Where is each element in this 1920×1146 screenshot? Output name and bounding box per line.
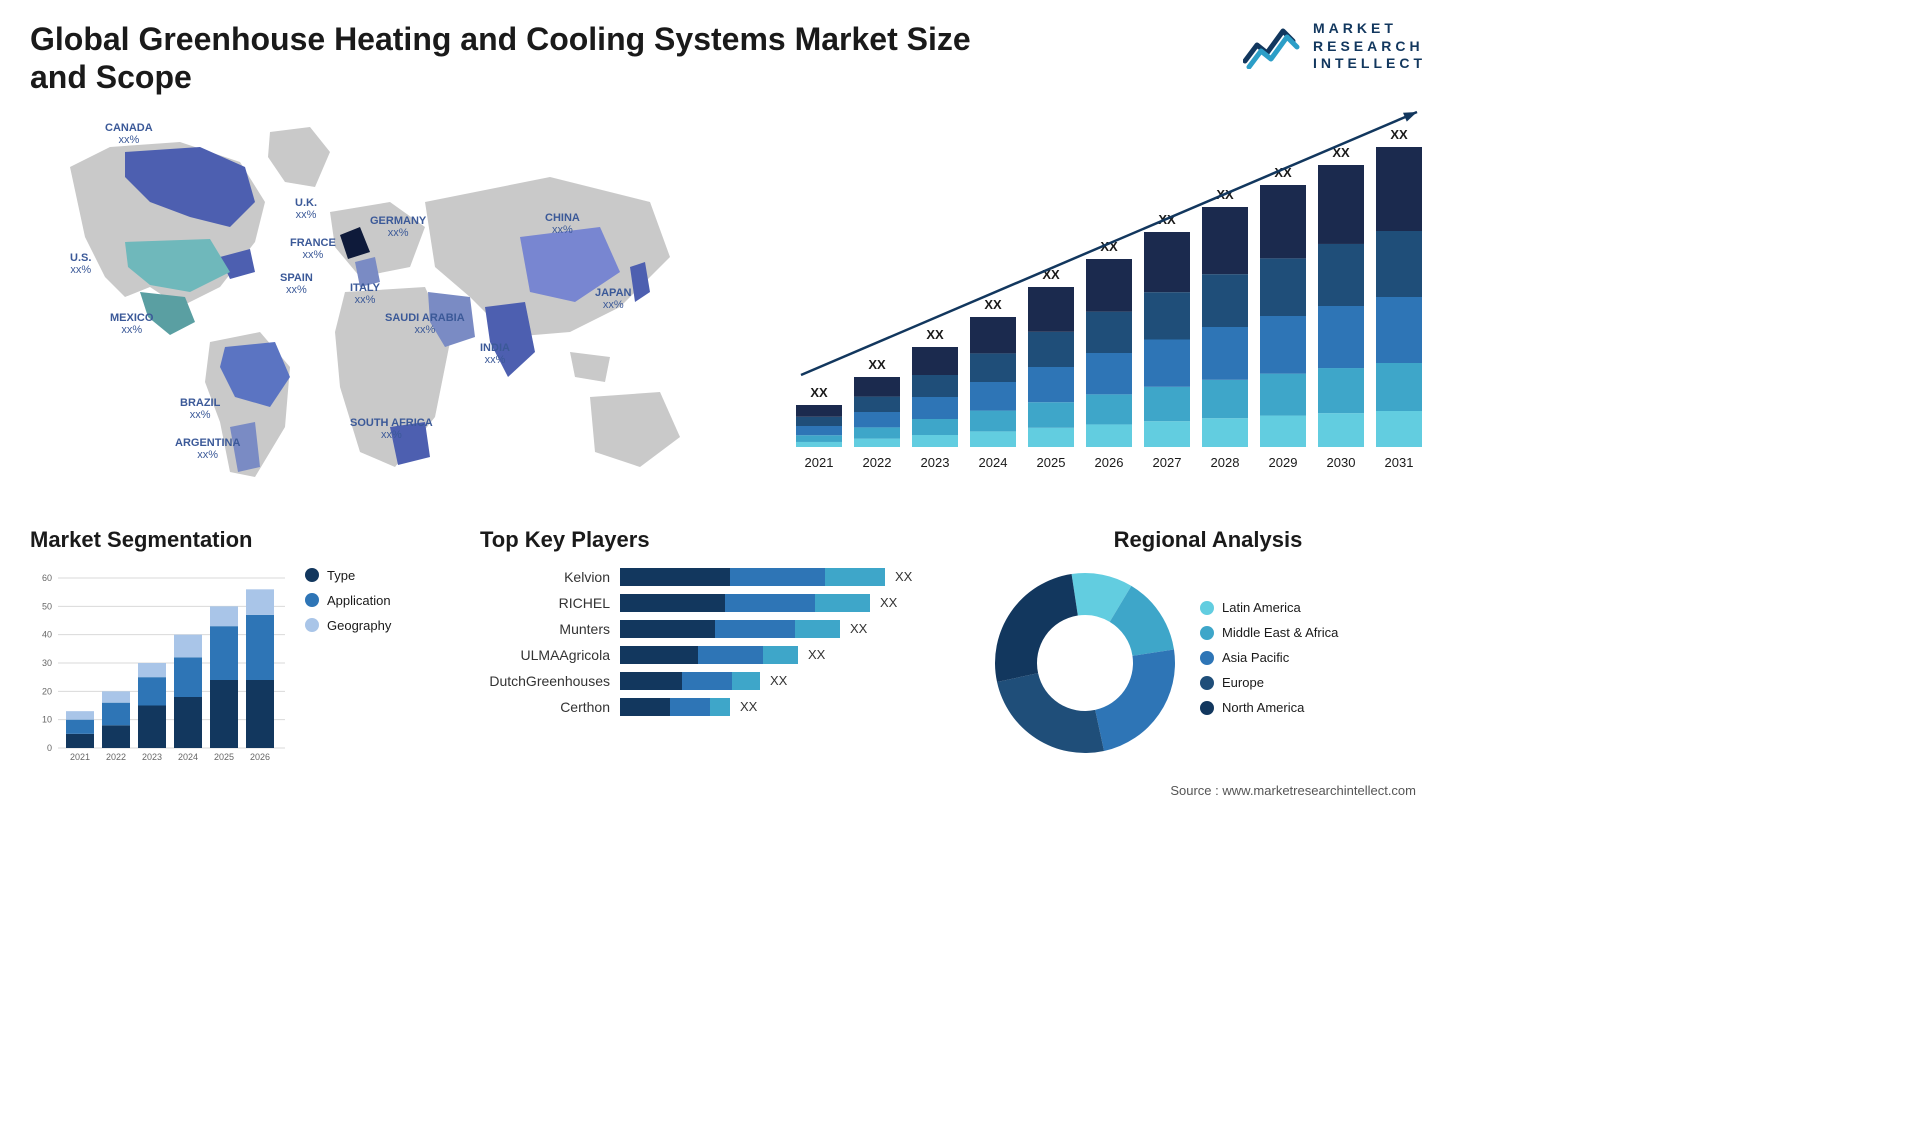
logo-mark-icon <box>1243 23 1303 69</box>
source-text: Source : www.marketresearchintellect.com <box>30 783 1426 798</box>
country-label: SPAINxx% <box>280 272 313 296</box>
svg-text:2030: 2030 <box>1327 455 1356 470</box>
svg-text:2026: 2026 <box>250 752 270 762</box>
svg-text:XX: XX <box>810 385 828 400</box>
country-label: FRANCExx% <box>290 237 336 261</box>
legend-item: Middle East & Africa <box>1200 625 1338 640</box>
logo-text-2: RESEARCH <box>1313 38 1426 56</box>
country-label: CANADAxx% <box>105 122 153 146</box>
country-label: U.S.xx% <box>70 252 91 276</box>
regional-title: Regional Analysis <box>990 527 1426 553</box>
svg-text:2021: 2021 <box>805 455 834 470</box>
svg-text:50: 50 <box>42 601 52 611</box>
svg-text:60: 60 <box>42 573 52 583</box>
country-label: U.K.xx% <box>295 197 317 221</box>
svg-text:2022: 2022 <box>106 752 126 762</box>
player-row: RICHELXX <box>480 594 960 612</box>
legend-item: Europe <box>1200 675 1338 690</box>
svg-text:2026: 2026 <box>1095 455 1124 470</box>
country-label: JAPANxx% <box>595 287 631 311</box>
svg-text:30: 30 <box>42 658 52 668</box>
svg-text:2027: 2027 <box>1153 455 1182 470</box>
svg-text:2029: 2029 <box>1269 455 1298 470</box>
svg-text:2023: 2023 <box>142 752 162 762</box>
regional-donut <box>990 568 1180 758</box>
svg-text:XX: XX <box>868 357 886 372</box>
legend-item: North America <box>1200 700 1338 715</box>
logo-text-1: MARKET <box>1313 20 1426 38</box>
player-row: DutchGreenhousesXX <box>480 672 960 690</box>
country-label: SOUTH AFRICAxx% <box>350 417 433 441</box>
legend-item: Application <box>305 593 391 608</box>
svg-text:2021: 2021 <box>70 752 90 762</box>
logo-text-3: INTELLECT <box>1313 55 1426 73</box>
country-label: ARGENTINAxx% <box>175 437 240 461</box>
country-label: BRAZILxx% <box>180 397 220 421</box>
legend-item: Geography <box>305 618 391 633</box>
svg-text:2024: 2024 <box>979 455 1008 470</box>
world-map: CANADAxx% U.S.xx% MEXICOxx% BRAZILxx% ARGENT… <box>30 107 756 507</box>
segmentation-legend: Type Application Geography <box>305 568 391 768</box>
svg-text:XX: XX <box>1390 127 1408 142</box>
svg-text:20: 20 <box>42 686 52 696</box>
svg-text:XX: XX <box>926 327 944 342</box>
regional-legend: Latin America Middle East & Africa Asia Pa… <box>1200 600 1338 725</box>
country-label: MEXICOxx% <box>110 312 153 336</box>
players-chart: KelvionXX RICHELXX MuntersXX ULMAAgricolaXX… <box>480 568 960 716</box>
page-title: Global Greenhouse Heating and Cooling Sy… <box>30 20 1030 97</box>
main-forecast-chart: XX2021XX2022XX2023XX2024XX2025XX2026XX20… <box>776 107 1426 487</box>
svg-text:2025: 2025 <box>1037 455 1066 470</box>
player-row: CerthonXX <box>480 698 960 716</box>
svg-text:2031: 2031 <box>1385 455 1414 470</box>
svg-text:10: 10 <box>42 714 52 724</box>
svg-text:0: 0 <box>47 743 52 753</box>
player-row: MuntersXX <box>480 620 960 638</box>
svg-text:2024: 2024 <box>178 752 198 762</box>
svg-text:40: 40 <box>42 629 52 639</box>
players-title: Top Key Players <box>480 527 960 553</box>
svg-text:XX: XX <box>984 297 1002 312</box>
brand-logo: MARKET RESEARCH INTELLECT <box>1243 20 1426 73</box>
svg-text:2022: 2022 <box>863 455 892 470</box>
legend-item: Asia Pacific <box>1200 650 1338 665</box>
legend-item: Latin America <box>1200 600 1338 615</box>
country-label: GERMANYxx% <box>370 215 426 239</box>
segmentation-title: Market Segmentation <box>30 527 450 553</box>
legend-item: Type <box>305 568 391 583</box>
player-row: KelvionXX <box>480 568 960 586</box>
country-label: INDIAxx% <box>480 342 510 366</box>
country-label: SAUDI ARABIAxx% <box>385 312 465 336</box>
country-label: ITALYxx% <box>350 282 380 306</box>
svg-text:2023: 2023 <box>921 455 950 470</box>
svg-text:2025: 2025 <box>214 752 234 762</box>
segmentation-chart: 0 10 20 30 40 50 60 2021 2022 2023 2024 2025 2026 <box>30 568 290 768</box>
player-row: ULMAAgricolaXX <box>480 646 960 664</box>
country-label: CHINAxx% <box>545 212 580 236</box>
svg-text:2028: 2028 <box>1211 455 1240 470</box>
